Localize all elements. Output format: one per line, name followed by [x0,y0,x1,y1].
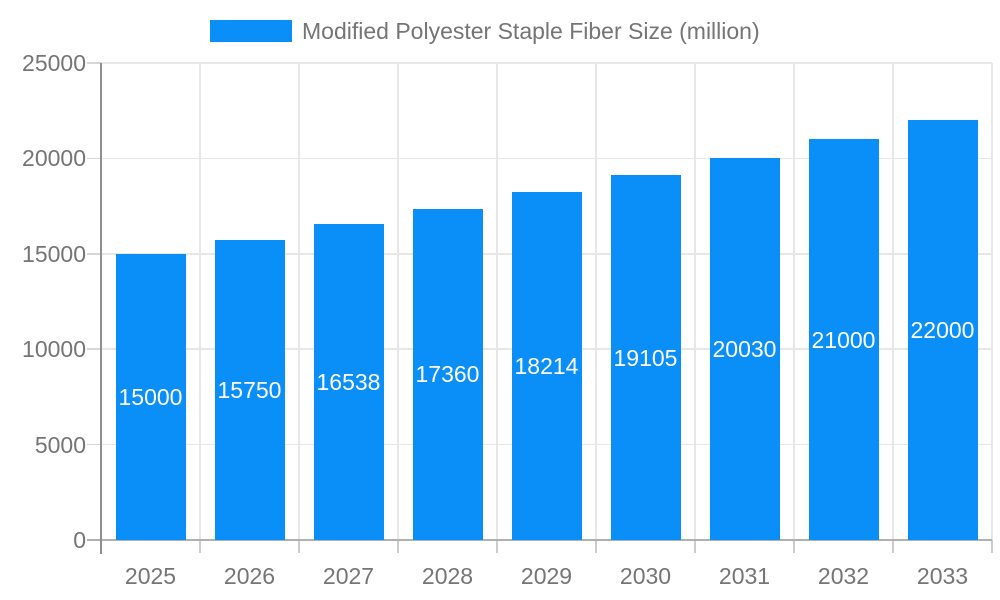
y-axis-tick [87,62,101,64]
x-axis-label: 2026 [223,563,276,589]
x-axis-tick [595,540,597,553]
x-axis-tick [892,540,894,553]
y-axis-tick [87,348,101,350]
bar[interactable] [709,157,780,540]
y-axis-label: 15000 [22,240,86,267]
y-axis-label: 25000 [22,50,86,76]
gridline-vertical [199,63,201,540]
x-axis-tick [397,540,399,553]
bar[interactable] [115,253,186,540]
legend-swatch [210,20,292,42]
legend-label: Modified Polyester Staple Fiber Size (mi… [302,18,760,44]
bar[interactable] [808,139,879,540]
gridline-vertical [595,63,597,540]
gridline-vertical [496,63,498,540]
gridline-horizontal [101,157,992,160]
x-axis-label: 2032 [817,563,870,589]
y-axis-label: 0 [73,527,86,553]
bar-value-label: 20030 [712,335,777,362]
gridline-horizontal [101,62,992,64]
x-axis-tick [199,540,201,553]
y-axis-tick [87,157,101,160]
x-axis-line [87,539,992,541]
bar-value-label: 15750 [217,376,282,403]
bar-value-label: 15000 [118,383,183,410]
x-axis-tick [298,540,300,553]
bar[interactable] [610,175,681,540]
x-axis-tick [991,540,993,553]
legend-item[interactable]: Modified Polyester Staple Fiber Size (mi… [210,18,760,44]
bar-value-label: 22000 [910,317,975,344]
y-axis-tick [87,253,101,255]
gridline-vertical [793,63,795,540]
y-axis-label: 5000 [34,431,86,458]
bar-value-label: 16538 [316,369,381,396]
gridline-vertical [892,63,894,540]
bar[interactable] [214,239,285,540]
x-axis-label: 2025 [124,563,177,589]
y-axis-tick [87,443,101,446]
x-axis-tick [694,540,696,553]
bar-value-label: 21000 [811,326,876,353]
plot-area: 15000 15750 16538 17360 18214 19105 20030 21000… [87,62,993,554]
bar[interactable] [412,208,483,540]
x-axis-label: 2033 [916,563,969,589]
x-axis-label: 2030 [619,563,672,589]
y-axis-label: 10000 [22,336,86,363]
x-axis-label: 2028 [421,563,474,589]
x-axis-tick [793,540,795,553]
bar-value-label: 18214 [514,353,579,380]
gridline-vertical [991,63,993,540]
gridline-vertical [298,63,300,540]
bar[interactable] [907,120,978,540]
y-axis-line [100,63,102,554]
bar-value-label: 17360 [415,361,480,388]
bar[interactable] [313,224,384,540]
x-axis-label: 2029 [520,563,573,589]
x-axis-label: 2031 [718,563,771,589]
bar[interactable] [511,192,582,540]
x-axis-label: 2027 [322,563,375,589]
bar-value-label: 19105 [613,344,678,371]
gridline-vertical [694,63,696,540]
gridline-vertical [397,63,399,540]
x-axis-tick [496,540,498,553]
y-axis-label: 20000 [22,145,86,172]
